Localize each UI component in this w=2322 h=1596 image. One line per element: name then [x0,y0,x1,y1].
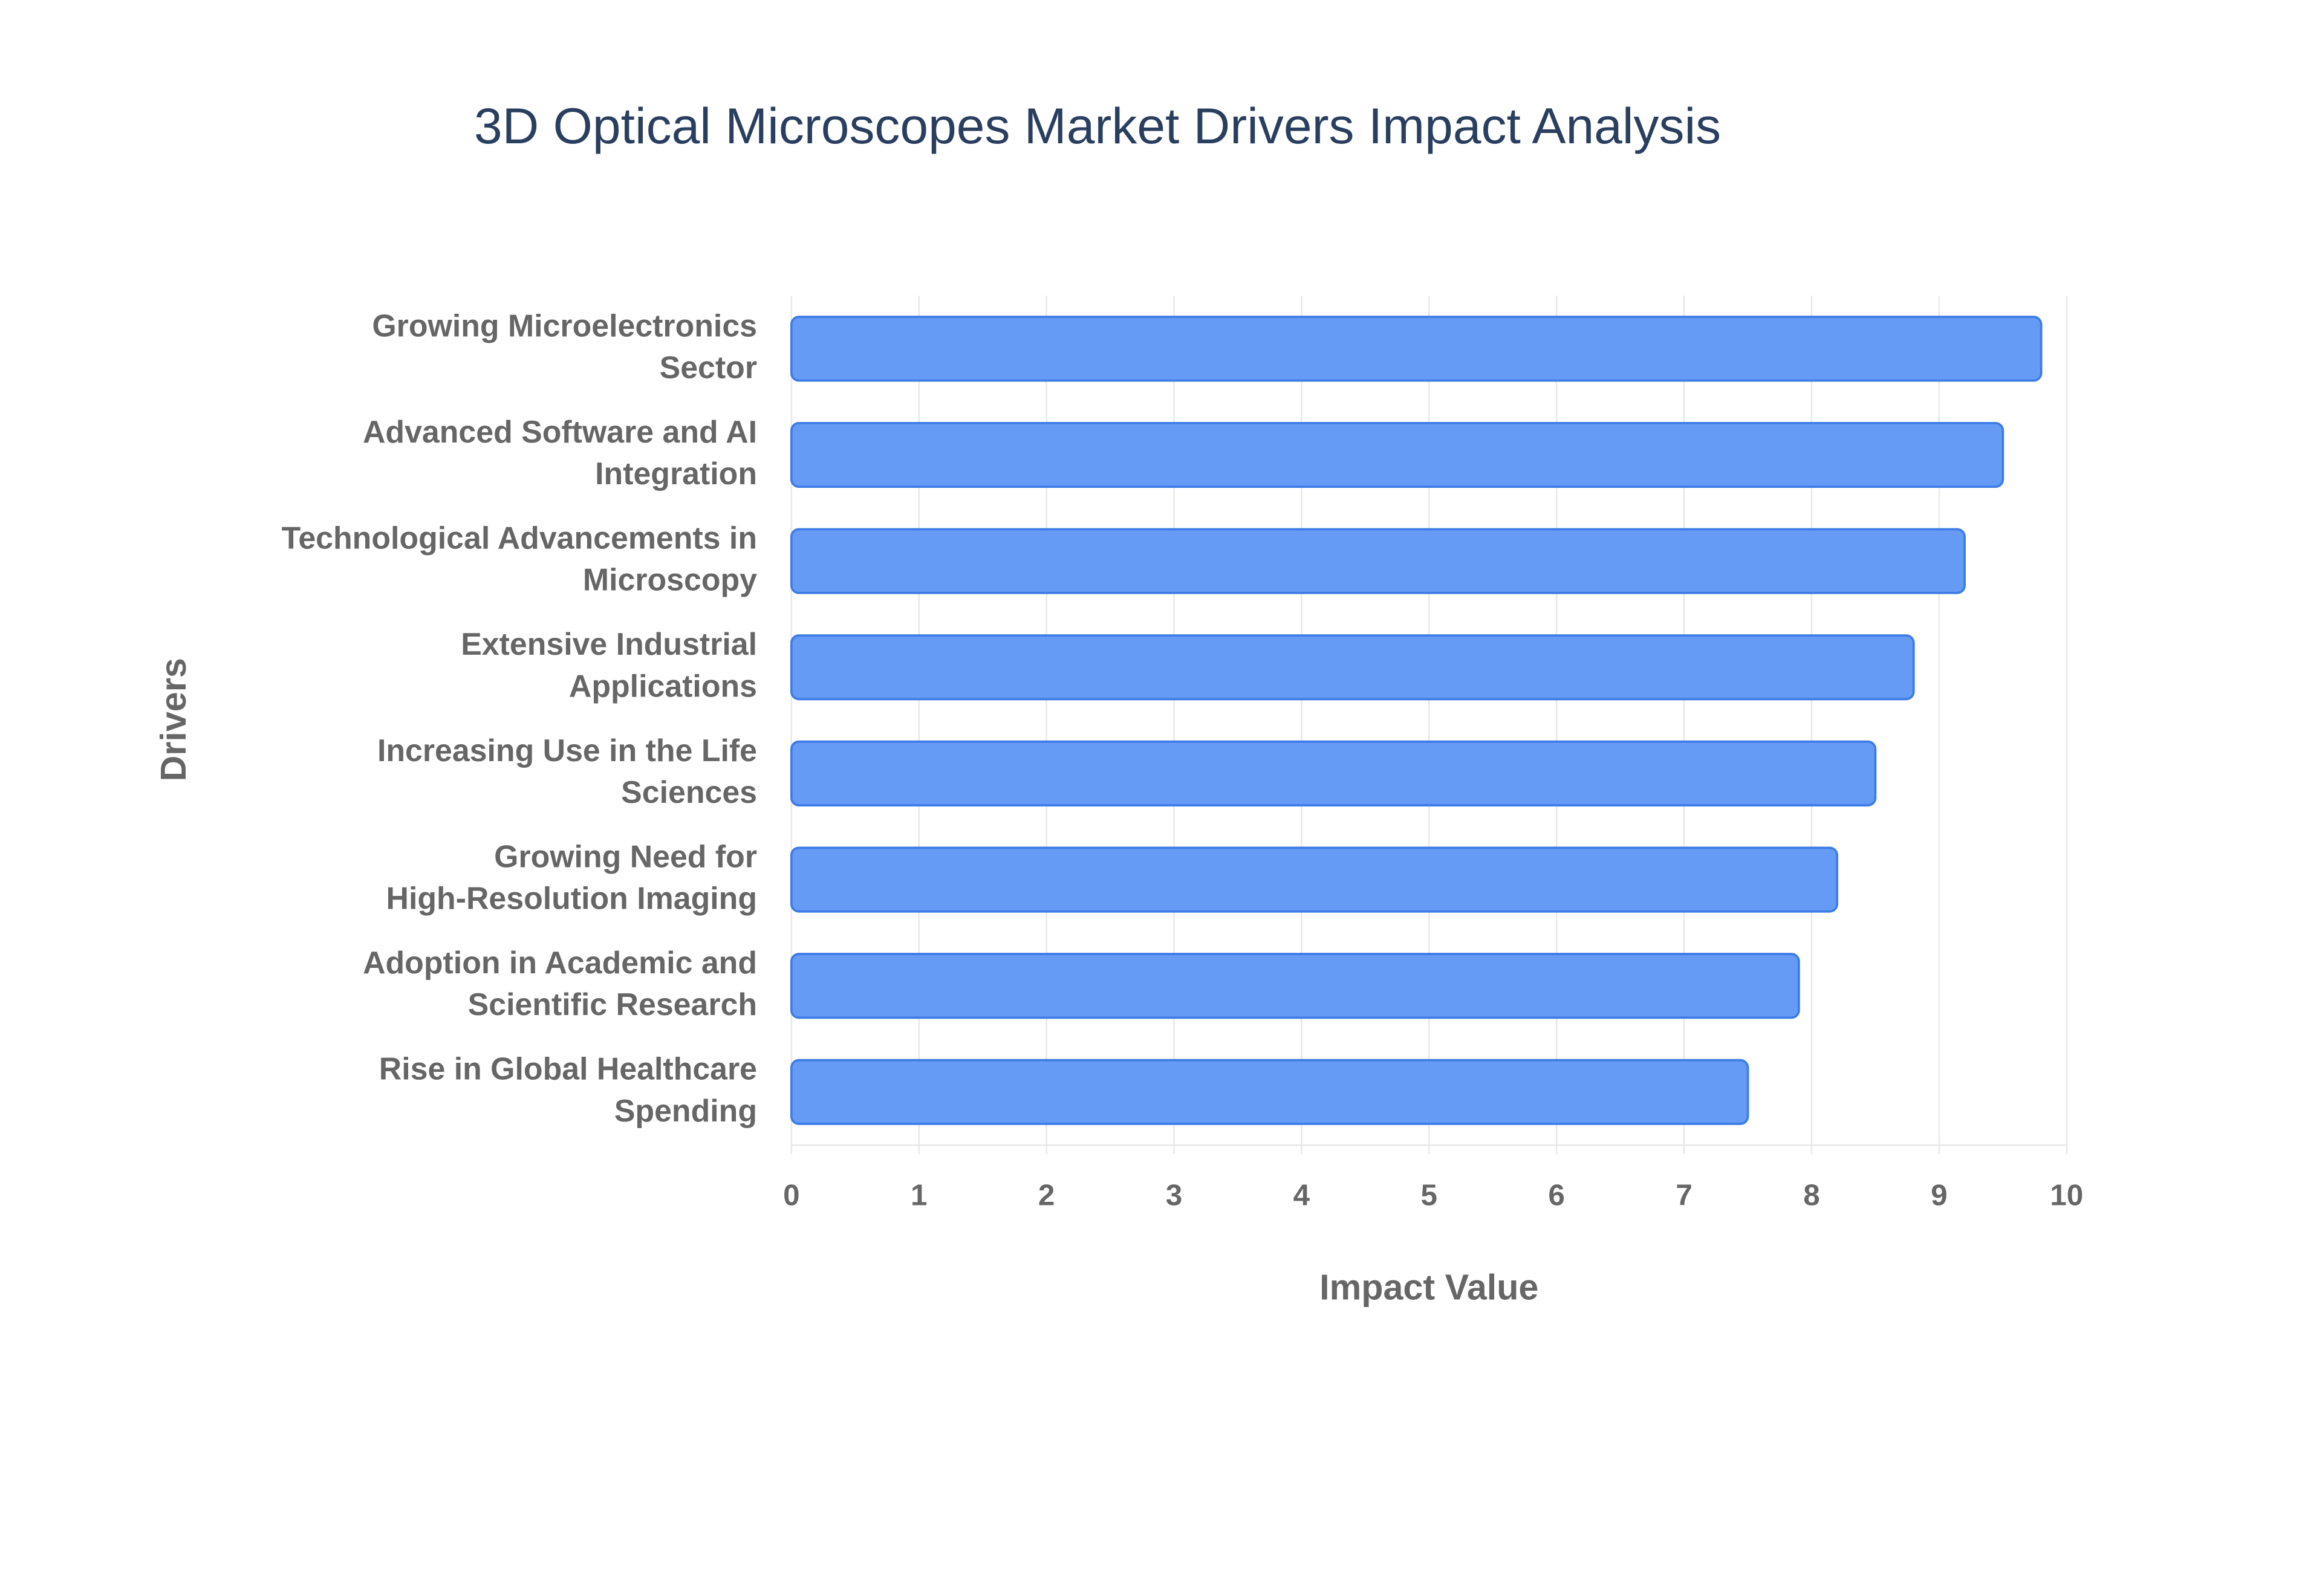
bar [790,634,1915,701]
y-tick-label: Advanced Software and AI Integration [363,414,757,491]
bar [790,528,1966,594]
x-tick-label: 2 [1038,1179,1055,1212]
y-tick-label: Technological Advancements in Microscopy [282,520,758,597]
bar [790,846,1838,913]
x-tick-label: 3 [1166,1179,1182,1212]
x-tick-label: 1 [911,1179,927,1212]
x-tick-label: 4 [1293,1179,1310,1212]
y-tick-label: Growing Microelectronics Sector [372,308,757,384]
x-tick-label: 7 [1676,1179,1692,1212]
bar [790,1059,1749,1125]
x-tick-label: 10 [2050,1179,2083,1212]
bar [790,316,2043,382]
bar [790,953,1800,1019]
chart-title: 3D Optical Microscopes Market Drivers Im… [474,97,1721,154]
bar [790,740,1877,806]
y-tick-label: Extensive Industrial Applications [461,626,757,703]
x-tick-label: 8 [1803,1179,1820,1212]
x-tick-label: 9 [1931,1179,1947,1212]
bar [790,421,2005,488]
x-tick-label: 6 [1548,1179,1564,1212]
y-tick-label: Increasing Use in the Life Sciences [377,733,757,809]
y-axis-title: Drivers [153,658,194,781]
x-tick-label: 0 [783,1179,799,1212]
x-tick-label: 5 [1421,1179,1437,1212]
y-tick-label: Adoption in Academic and Scientific Resea… [363,945,757,1022]
x-axis-title: Impact Value [1319,1267,1538,1307]
y-tick-label: Rise in Global Healthcare Spending [379,1051,757,1127]
y-tick-label: Growing Need for High-Resolution Imaging [386,839,757,915]
